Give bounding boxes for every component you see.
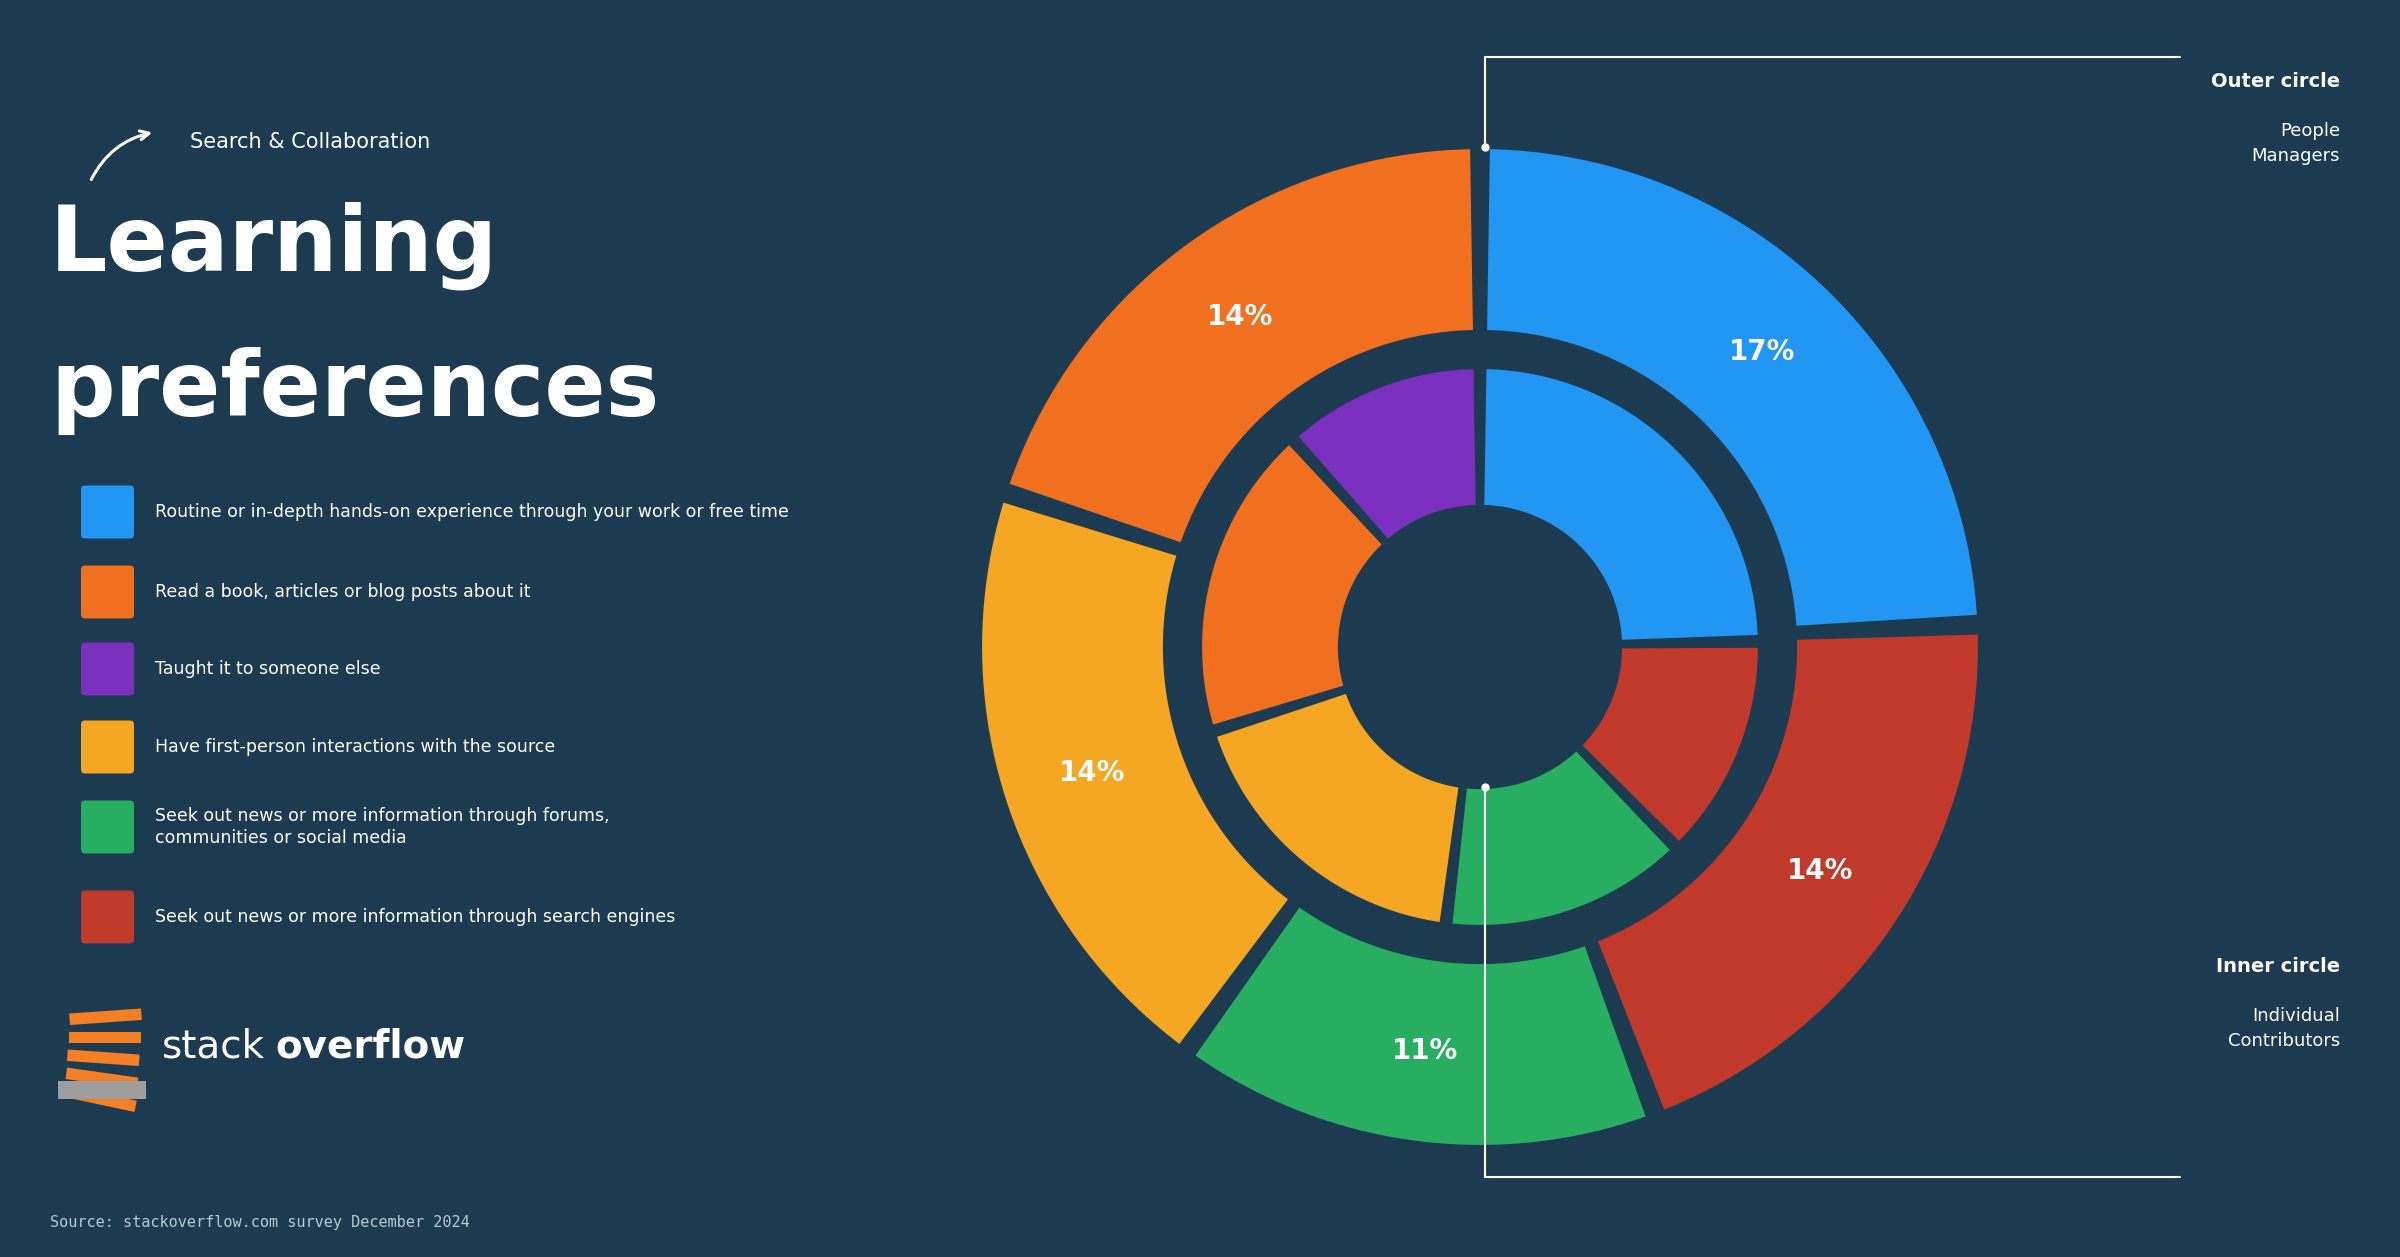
- Text: 9%: 9%: [1387, 441, 1423, 461]
- FancyBboxPatch shape: [82, 720, 134, 773]
- Bar: [65, 1086, 137, 1112]
- Polygon shape: [1008, 147, 1476, 546]
- Bar: [70, 1032, 142, 1043]
- Polygon shape: [1450, 748, 1673, 926]
- Text: preferences: preferences: [50, 347, 660, 435]
- Text: Routine or in-depth hands-on experience through your work or free time: Routine or in-depth hands-on experience …: [156, 503, 790, 520]
- Bar: [65, 1067, 139, 1089]
- Text: 14%: 14%: [1253, 582, 1303, 602]
- Text: stack: stack: [163, 1028, 264, 1066]
- Circle shape: [1339, 507, 1620, 787]
- FancyBboxPatch shape: [82, 801, 134, 854]
- Polygon shape: [1579, 646, 1759, 843]
- Polygon shape: [1193, 905, 1649, 1146]
- Text: Have first-person interactions with the source: Have first-person interactions with the …: [156, 738, 554, 755]
- Text: 10%: 10%: [1649, 716, 1699, 737]
- Circle shape: [1164, 332, 1795, 962]
- Text: Outer circle: Outer circle: [2210, 72, 2340, 91]
- Text: People
Managers: People Managers: [2251, 122, 2340, 165]
- Text: Individual
Contributors: Individual Contributors: [2227, 1007, 2340, 1050]
- FancyBboxPatch shape: [82, 566, 134, 618]
- Text: 11%: 11%: [1522, 836, 1572, 856]
- FancyBboxPatch shape: [82, 642, 134, 695]
- Text: Inner circle: Inner circle: [2215, 957, 2340, 975]
- Text: Taught it to someone else: Taught it to someone else: [156, 660, 382, 678]
- Text: 17%: 17%: [1728, 338, 1795, 367]
- Polygon shape: [1486, 147, 1980, 628]
- Polygon shape: [1483, 367, 1759, 642]
- Polygon shape: [1296, 367, 1478, 542]
- Text: 11%: 11%: [1392, 1037, 1459, 1065]
- Text: Read a book, articles or blog posts about it: Read a book, articles or blog posts abou…: [156, 583, 530, 601]
- Bar: [58, 1081, 146, 1099]
- Text: Source: stackoverflow.com survey December 2024: Source: stackoverflow.com survey Decembe…: [50, 1214, 470, 1229]
- Polygon shape: [979, 500, 1291, 1047]
- Text: Seek out news or more information through forums,
communities or social media: Seek out news or more information throug…: [156, 807, 610, 847]
- Text: 14%: 14%: [1788, 857, 1853, 885]
- Polygon shape: [1200, 442, 1385, 727]
- FancyBboxPatch shape: [82, 485, 134, 538]
- Bar: [67, 1050, 139, 1066]
- Text: 14%: 14%: [1058, 759, 1126, 787]
- Polygon shape: [1214, 691, 1462, 924]
- Text: Learning: Learning: [50, 202, 499, 290]
- Text: 19%: 19%: [1601, 486, 1651, 507]
- Text: Search & Collaboration: Search & Collaboration: [190, 132, 430, 152]
- Text: overflow: overflow: [276, 1028, 466, 1066]
- Text: Seek out news or more information through search engines: Seek out news or more information throug…: [156, 908, 674, 926]
- Polygon shape: [1596, 632, 1980, 1112]
- Bar: [70, 1008, 142, 1024]
- Text: 14%: 14%: [1320, 798, 1370, 818]
- Text: 14%: 14%: [1207, 303, 1274, 332]
- FancyBboxPatch shape: [82, 890, 134, 944]
